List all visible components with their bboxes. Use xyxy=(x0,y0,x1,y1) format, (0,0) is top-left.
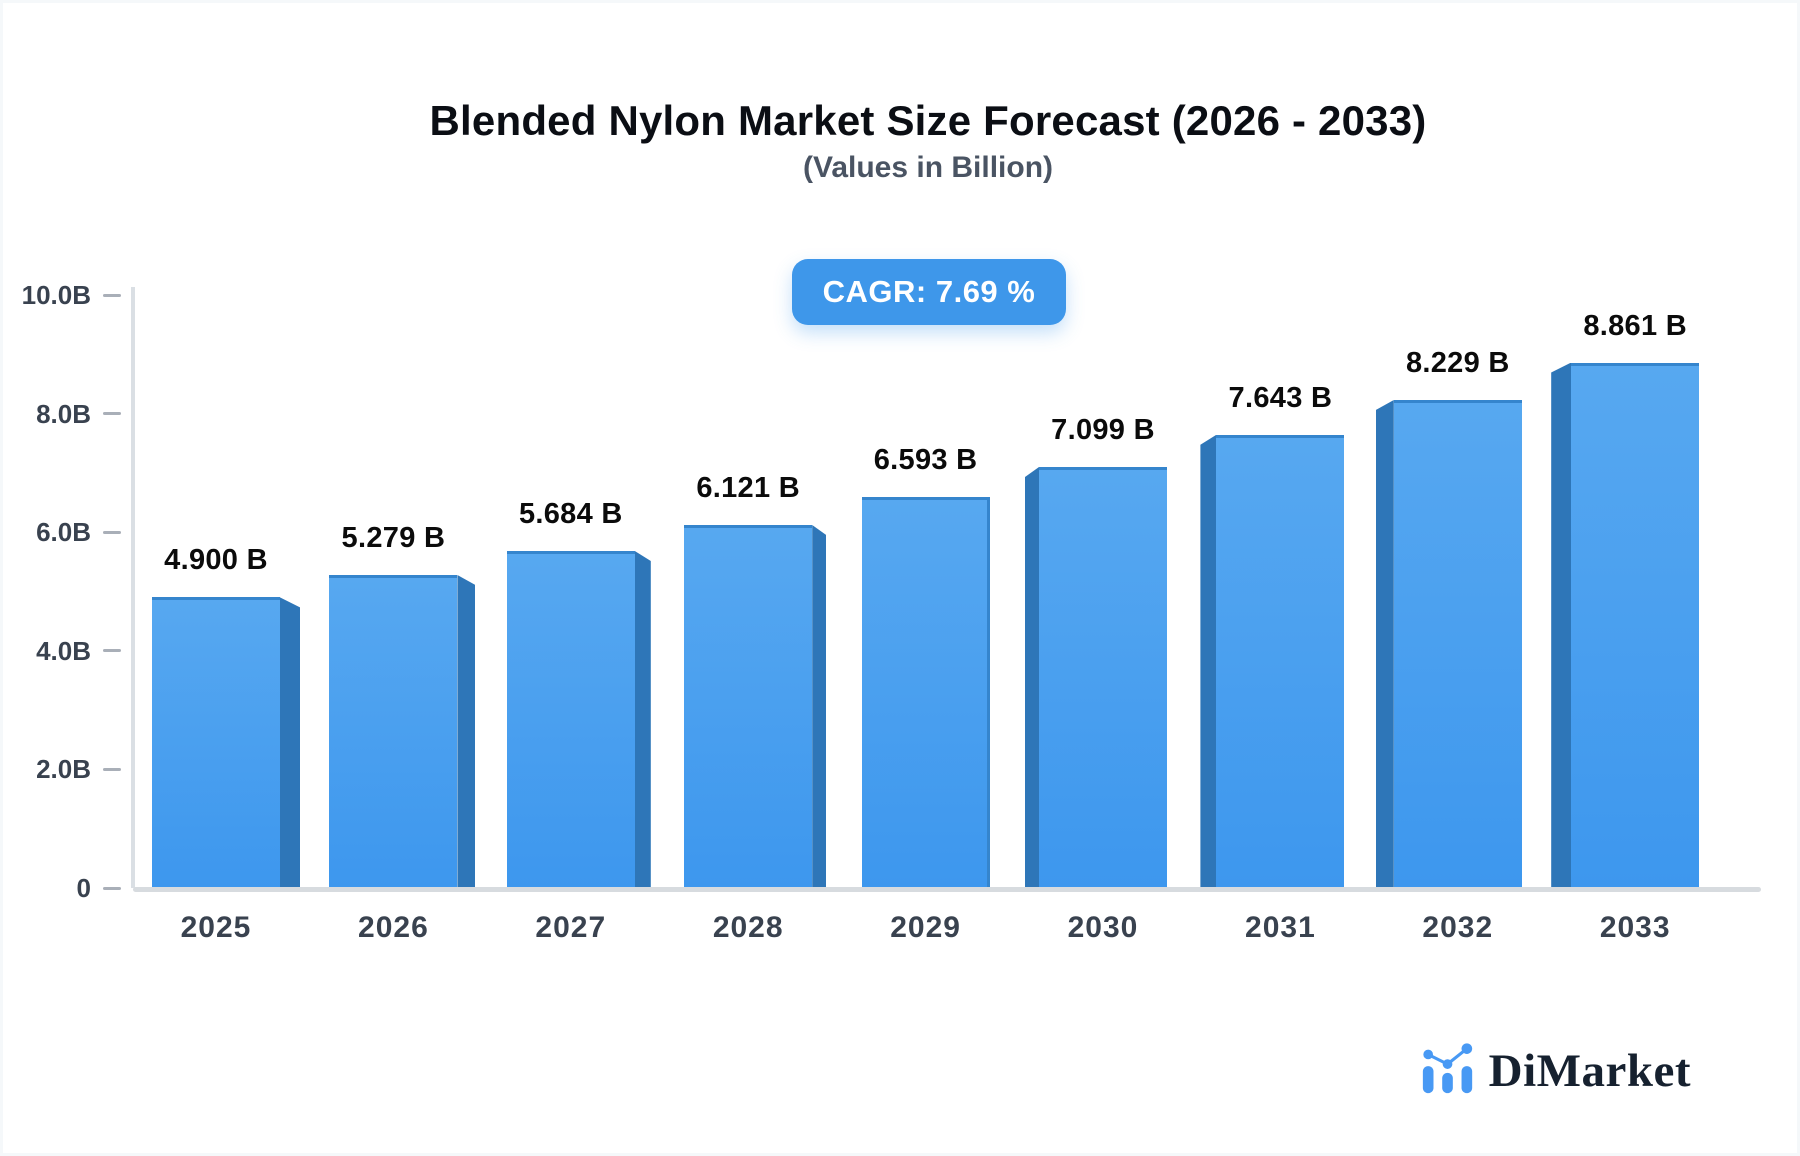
bar xyxy=(506,550,635,888)
bar xyxy=(1039,467,1167,888)
y-tick-label: 0 xyxy=(76,873,91,903)
bar xyxy=(684,525,813,888)
y-tick-dash xyxy=(103,767,121,771)
bar-3d-side xyxy=(812,525,827,888)
x-axis-label: 2029 xyxy=(890,911,961,944)
y-tick-label: 8.0B xyxy=(36,398,91,429)
y-tick-label: 6.0B xyxy=(36,517,91,548)
bar-3d-side xyxy=(1551,362,1572,888)
bar-3d-side xyxy=(634,550,651,888)
bar-3d-side xyxy=(1200,434,1217,888)
bar xyxy=(1393,400,1522,888)
x-axis-baseline xyxy=(133,887,1761,892)
x-axis-label: 2031 xyxy=(1245,911,1316,944)
cagr-badge: CAGR: 7.69 % xyxy=(792,259,1066,325)
x-axis-label: 2030 xyxy=(1067,911,1139,944)
x-axis-label: 2025 xyxy=(180,911,252,944)
bar-value-label: 7.643 B xyxy=(1228,381,1333,414)
x-axis-label: 2027 xyxy=(535,911,607,944)
bar-value-label: 8.861 B xyxy=(1583,309,1688,342)
page-title: Blended Nylon Market Size Forecast (2026… xyxy=(429,97,1427,144)
bar xyxy=(1571,362,1700,888)
y-axis-line xyxy=(131,287,135,888)
y-tick-dash xyxy=(103,649,121,653)
chart-subtitle: (Values in Billion) xyxy=(802,151,1054,184)
y-tick-label: 4.0B xyxy=(36,635,91,666)
y-tick-label: 10.0B xyxy=(21,280,91,310)
bar-value-label: 4.900 B xyxy=(164,544,268,577)
bar-value-label: 8.229 B xyxy=(1405,347,1510,380)
x-axis-label: 2033 xyxy=(1599,911,1671,944)
bar-line-chart-icon xyxy=(1422,1043,1472,1094)
y-tick-dash xyxy=(103,530,121,534)
bar-value-label: 7.099 B xyxy=(1051,414,1155,447)
bar xyxy=(1216,434,1345,888)
bar-3d-side xyxy=(457,574,476,888)
x-axis-label: 2026 xyxy=(358,911,429,944)
y-tick-dash xyxy=(103,886,121,890)
bar-value-label: 6.593 B xyxy=(873,444,978,477)
bar-3d-side xyxy=(1025,467,1039,888)
x-axis-label: 2032 xyxy=(1422,911,1494,944)
bar-3d-side xyxy=(280,597,300,888)
y-tick-dash xyxy=(103,412,121,416)
brand-logo: DiMarket xyxy=(1419,1039,1691,1097)
brand-name: DiMarket xyxy=(1488,1045,1691,1097)
bar xyxy=(861,497,990,888)
bar-value-label: 6.121 B xyxy=(696,472,801,505)
bar-value-label: 5.279 B xyxy=(341,521,446,554)
y-tick-label: 2.0B xyxy=(36,754,91,785)
bar xyxy=(152,597,280,888)
x-axis-label: 2028 xyxy=(712,911,784,944)
bar xyxy=(329,574,458,888)
bar-value-label: 5.684 B xyxy=(518,497,623,530)
y-tick-dash xyxy=(103,293,121,297)
bar-3d-side xyxy=(1375,400,1394,888)
